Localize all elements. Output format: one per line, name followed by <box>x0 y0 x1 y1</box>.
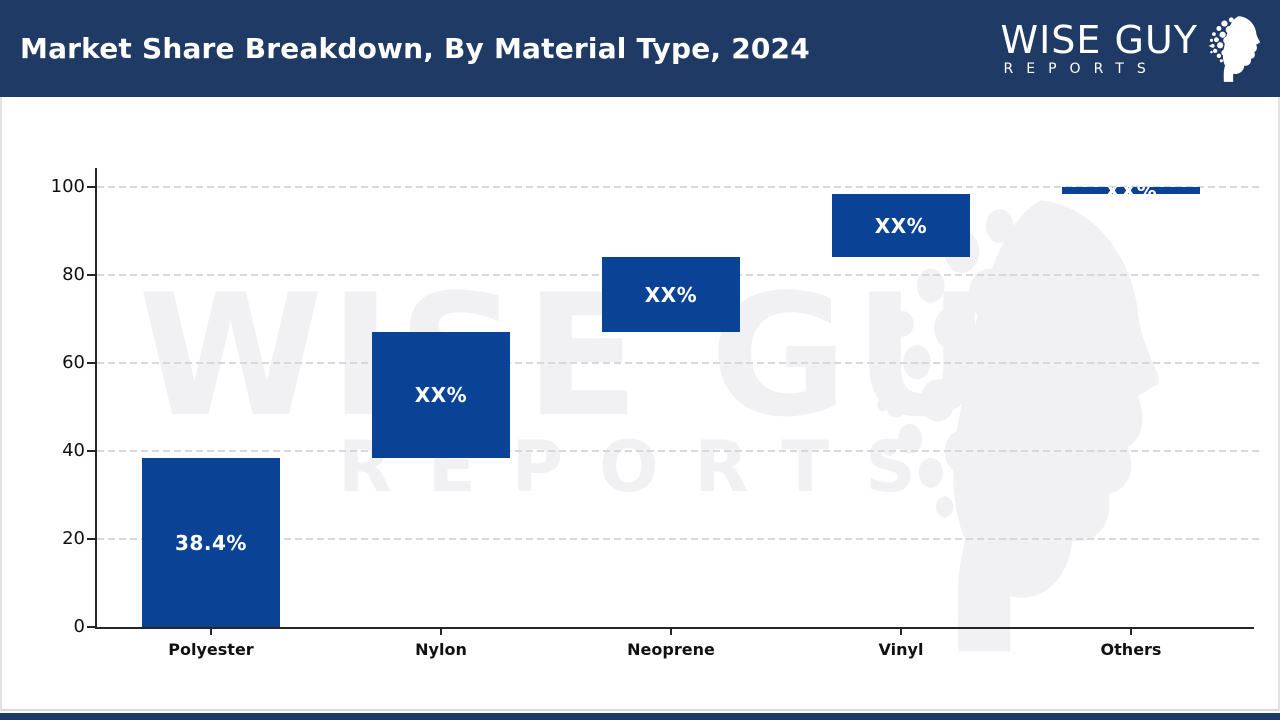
y-tick-mark <box>87 186 96 188</box>
header-bar: Market Share Breakdown, By Material Type… <box>0 0 1280 97</box>
x-axis-line <box>95 627 1254 629</box>
bar-value-label: XX% <box>874 213 928 238</box>
x-tick-label-polyester: Polyester <box>168 640 254 659</box>
bar-value-label: XX% <box>1105 187 1157 194</box>
page-title: Market Share Breakdown, By Material Type… <box>20 32 810 65</box>
y-tick-label: 20 <box>62 528 85 549</box>
gridline-y20 <box>97 538 1260 540</box>
gridline-y40 <box>97 450 1260 452</box>
y-tick-label: 60 <box>62 352 85 373</box>
x-tick-label-neoprene: Neoprene <box>627 640 715 659</box>
x-tick-label-vinyl: Vinyl <box>878 640 924 659</box>
brand-name: WISE GUY <box>1000 18 1198 62</box>
y-tick-mark <box>87 362 96 364</box>
y-tick-label: 40 <box>62 440 85 461</box>
gridline-y60 <box>97 362 1260 364</box>
y-axis-line <box>95 168 97 629</box>
x-tick-mark <box>670 629 672 635</box>
y-tick-mark <box>87 274 96 276</box>
y-tick-mark <box>87 538 96 540</box>
x-tick-label-others: Others <box>1100 640 1162 659</box>
y-tick-label: 80 <box>62 264 85 285</box>
y-tick-label: 0 <box>73 616 85 637</box>
y-tick-label: 100 <box>50 176 85 197</box>
dotted-head-profile-icon <box>1209 15 1260 82</box>
bar-polyester: 38.4% <box>142 458 280 627</box>
bar-others: XX% <box>1062 187 1200 195</box>
bar-vinyl: XX% <box>832 194 970 258</box>
x-tick-mark <box>210 629 212 635</box>
brand-logo-text: WISE GUY REPORTS <box>1001 20 1198 77</box>
footer-bar <box>0 713 1280 720</box>
bar-nylon: XX% <box>372 332 510 459</box>
brand-subtitle: REPORTS <box>1003 61 1159 77</box>
bar-value-label: 38.4% <box>175 530 247 555</box>
bar-value-label: XX% <box>414 383 468 408</box>
x-tick-mark <box>1130 629 1132 635</box>
y-tick-mark <box>87 626 96 628</box>
y-tick-mark <box>87 450 96 452</box>
x-tick-label-nylon: Nylon <box>415 640 467 659</box>
gridline-y100 <box>97 186 1260 188</box>
x-tick-mark <box>900 629 902 635</box>
brand-logo: WISE GUY REPORTS <box>1001 9 1266 89</box>
x-tick-mark <box>440 629 442 635</box>
bar-value-label: XX% <box>644 282 698 307</box>
bar-neoprene: XX% <box>602 257 740 333</box>
